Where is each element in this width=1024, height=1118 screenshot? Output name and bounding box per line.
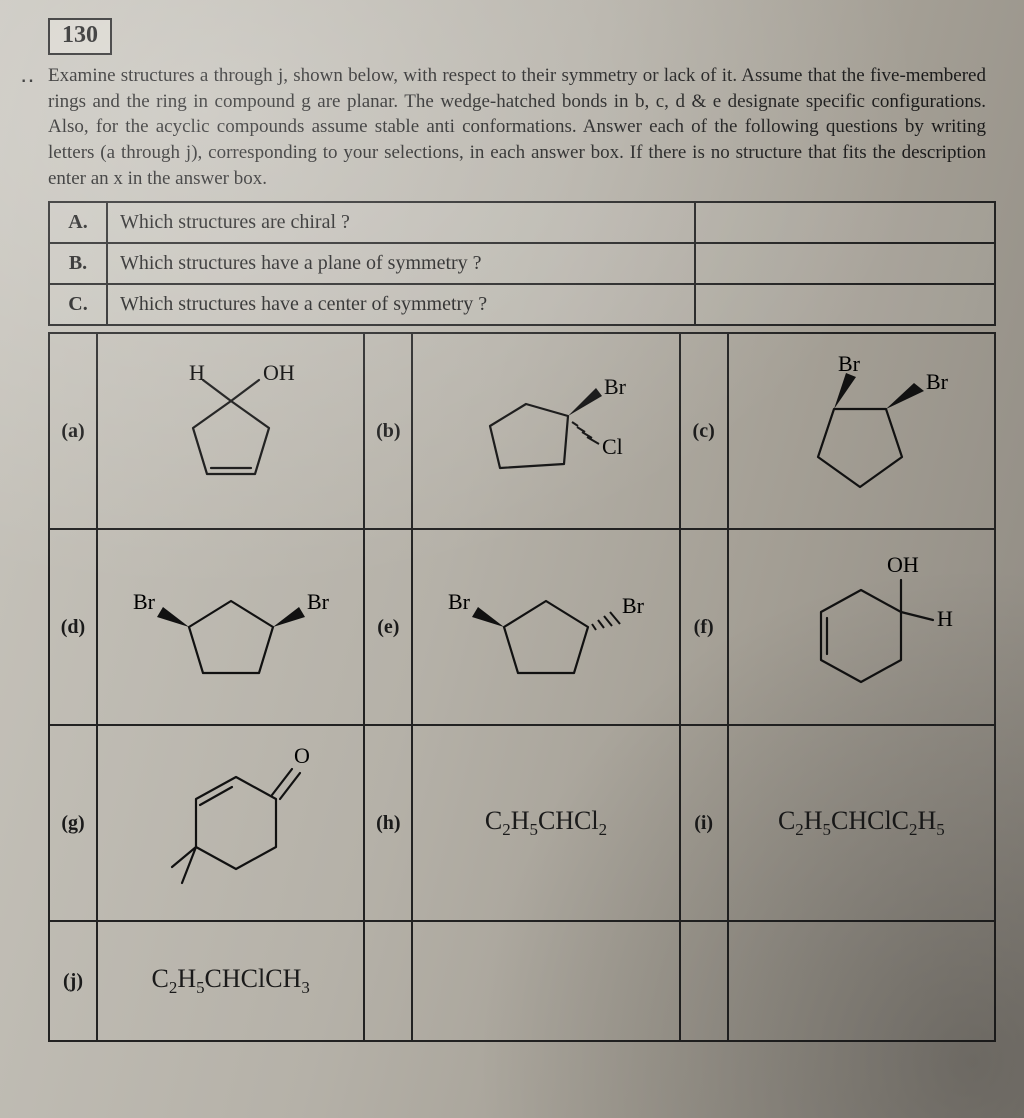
formula-h: C2H5CHCl2 bbox=[419, 806, 672, 840]
hash-icon bbox=[592, 612, 620, 630]
structure-a-icon: H OH bbox=[141, 356, 321, 506]
label-Br1: Br bbox=[838, 351, 861, 376]
label-Br2: Br bbox=[307, 589, 330, 614]
label-H: H bbox=[937, 606, 953, 631]
wedge-icon bbox=[886, 383, 924, 409]
structure-g-icon: O bbox=[136, 733, 326, 913]
instruction-text: Examine structures a through j, shown be… bbox=[48, 63, 996, 191]
label-O: O bbox=[294, 743, 310, 768]
wedge-icon bbox=[834, 373, 856, 409]
empty-cell-2 bbox=[728, 921, 995, 1041]
label-d: (d) bbox=[49, 529, 97, 725]
wedge-icon bbox=[472, 607, 504, 627]
structure-i: C2H5CHClC2H5 bbox=[728, 725, 995, 921]
structure-row-1: (a) H OH (b) bbox=[49, 333, 995, 529]
question-text-b: Which structures have a plane of symmetr… bbox=[107, 243, 695, 284]
question-label-a: A. bbox=[49, 202, 107, 243]
label-c: (c) bbox=[680, 333, 728, 529]
label-Br2: Br bbox=[926, 369, 949, 394]
question-text-a: Which structures are chiral ? bbox=[107, 202, 695, 243]
structure-d-icon: Br Br bbox=[121, 557, 341, 697]
wedge-icon bbox=[157, 607, 189, 627]
structure-b: Br Cl bbox=[412, 333, 679, 529]
label-Cl: Cl bbox=[602, 434, 623, 459]
question-row-a: A. Which structures are chiral ? bbox=[49, 202, 995, 243]
label-f: (f) bbox=[680, 529, 728, 725]
question-text-c: Which structures have a center of symmet… bbox=[107, 284, 695, 325]
structure-row-4: (j) C2H5CHClCH3 bbox=[49, 921, 995, 1041]
structure-row-3: (g) O (h) C bbox=[49, 725, 995, 921]
label-b: (b) bbox=[364, 333, 412, 529]
answer-box-b[interactable] bbox=[695, 243, 995, 284]
question-row-c: C. Which structures have a center of sym… bbox=[49, 284, 995, 325]
answer-box-c[interactable] bbox=[695, 284, 995, 325]
wedge-icon bbox=[273, 607, 305, 627]
wedge-icon bbox=[568, 388, 602, 416]
label-Br2: Br bbox=[622, 593, 645, 618]
structure-j: C2H5CHClCH3 bbox=[97, 921, 364, 1041]
label-OH: OH bbox=[263, 360, 295, 385]
question-label-b: B. bbox=[49, 243, 107, 284]
label-Br1: Br bbox=[448, 589, 471, 614]
label-j: (j) bbox=[49, 921, 97, 1041]
formula-j: C2H5CHClCH3 bbox=[104, 964, 357, 998]
structure-e: Br Br bbox=[412, 529, 679, 725]
label-h: (h) bbox=[364, 725, 412, 921]
structure-a: H OH bbox=[97, 333, 364, 529]
label-H: H bbox=[189, 360, 205, 385]
label-OH: OH bbox=[887, 552, 919, 577]
structure-g: O bbox=[97, 725, 364, 921]
structure-row-2: (d) Br Br (e) bbox=[49, 529, 995, 725]
structure-b-icon: Br Cl bbox=[446, 356, 646, 506]
label-g: (g) bbox=[49, 725, 97, 921]
question-label-c: C. bbox=[49, 284, 107, 325]
page: 130 ‥ Examine structures a through j, sh… bbox=[0, 0, 1024, 1118]
question-table: A. Which structures are chiral ? B. Whic… bbox=[48, 201, 996, 326]
bullet-icon: ‥ bbox=[20, 62, 35, 88]
answer-box-a[interactable] bbox=[695, 202, 995, 243]
empty-label-2 bbox=[680, 921, 728, 1041]
structure-d: Br Br bbox=[97, 529, 364, 725]
question-number: 130 bbox=[62, 22, 98, 48]
structures-table: (a) H OH (b) bbox=[48, 332, 996, 1042]
label-e: (e) bbox=[364, 529, 412, 725]
structure-h: C2H5CHCl2 bbox=[412, 725, 679, 921]
label-Br1: Br bbox=[133, 589, 156, 614]
question-row-b: B. Which structures have a plane of symm… bbox=[49, 243, 995, 284]
empty-label-1 bbox=[364, 921, 412, 1041]
structure-e-icon: Br Br bbox=[436, 557, 656, 697]
formula-i: C2H5CHClC2H5 bbox=[735, 806, 988, 840]
structure-f-icon: OH H bbox=[761, 542, 961, 712]
structure-f: OH H bbox=[728, 529, 995, 725]
label-a: (a) bbox=[49, 333, 97, 529]
label-Br: Br bbox=[604, 374, 627, 399]
structure-c: Br Br bbox=[728, 333, 995, 529]
hash-icon bbox=[572, 422, 599, 444]
structure-c-icon: Br Br bbox=[756, 351, 966, 511]
question-number-box: 130 bbox=[48, 18, 112, 55]
empty-cell-1 bbox=[412, 921, 679, 1041]
label-i: (i) bbox=[680, 725, 728, 921]
